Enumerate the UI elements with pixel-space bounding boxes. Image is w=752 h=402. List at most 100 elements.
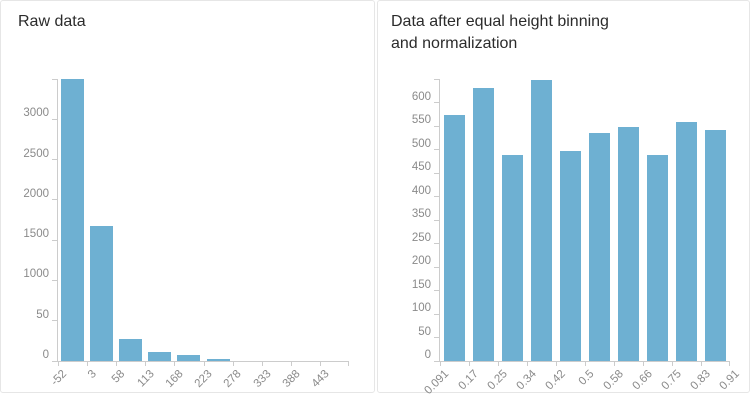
x-tick-label: 0.34 bbox=[514, 368, 539, 393]
x-tick-label: 113 bbox=[135, 368, 157, 390]
x-tick-mark bbox=[701, 361, 702, 366]
y-tick-label: 100 bbox=[411, 302, 431, 315]
x-tick-mark bbox=[498, 361, 499, 366]
y-tick-mark bbox=[434, 266, 440, 268]
x-tick-label: 3 bbox=[85, 368, 99, 382]
x-tick-mark bbox=[348, 361, 349, 366]
y-tick-mark bbox=[52, 118, 58, 120]
x-tick-mark bbox=[319, 361, 321, 366]
x-tick-mark bbox=[729, 361, 730, 366]
x-tick-mark bbox=[87, 361, 89, 366]
x-tick-label: 0.091 bbox=[422, 368, 452, 397]
y-tick-label: 200 bbox=[411, 255, 431, 268]
x-tick-mark bbox=[556, 361, 557, 366]
bar bbox=[119, 339, 143, 361]
x-tick-label: 223 bbox=[192, 368, 215, 391]
bar bbox=[531, 80, 552, 361]
y-tick-mark bbox=[52, 199, 58, 201]
y-tick-mark bbox=[52, 159, 58, 161]
y-axis-top-tick-mark bbox=[434, 79, 440, 80]
y-tick-label: 450 bbox=[411, 161, 431, 174]
bar bbox=[647, 155, 668, 361]
chart-title-raw-line1: Raw data bbox=[18, 13, 86, 30]
y-tick-mark bbox=[434, 337, 440, 339]
x-tick-mark bbox=[469, 361, 470, 366]
x-tick-mark bbox=[527, 361, 528, 366]
y-tick-label: 2000 bbox=[23, 187, 49, 200]
plot-area-raw: 0 50 1000 1500 2000 2500 3000 -52 3 58 113 168 223 27… bbox=[23, 79, 349, 390]
y-tick-mark bbox=[434, 360, 440, 362]
x-tick-label: 0.17 bbox=[456, 368, 481, 393]
x-tick-label: 0.58 bbox=[601, 368, 626, 393]
x-tick-mark bbox=[58, 361, 59, 366]
y-tick-label: 150 bbox=[411, 278, 431, 291]
bar bbox=[206, 359, 230, 361]
bar bbox=[589, 133, 610, 361]
y-tick-mark bbox=[434, 125, 440, 127]
y-tick-mark bbox=[434, 313, 440, 315]
y-tick-mark bbox=[434, 290, 440, 292]
x-tick-mark bbox=[672, 361, 673, 366]
y-tick-label: 1000 bbox=[23, 268, 49, 281]
y-tick-mark bbox=[434, 172, 440, 174]
y-tick-label: 400 bbox=[411, 184, 431, 197]
y-axis-top-tick-mark bbox=[52, 79, 58, 80]
y-tick-mark bbox=[434, 196, 440, 198]
x-tick-label: 278 bbox=[222, 368, 245, 391]
x-tick-mark bbox=[203, 361, 205, 366]
x-tick-mark bbox=[290, 361, 292, 366]
bar bbox=[90, 226, 114, 361]
y-tick-label: 500 bbox=[411, 137, 431, 150]
y-tick-label: 1500 bbox=[23, 228, 49, 241]
bar bbox=[705, 130, 726, 361]
y-tick-label: 600 bbox=[411, 90, 431, 103]
y-tick-label: 50 bbox=[36, 308, 49, 321]
bar bbox=[177, 355, 201, 361]
y-tick-mark bbox=[434, 219, 440, 221]
y-tick-mark bbox=[434, 149, 440, 151]
bar bbox=[148, 352, 172, 361]
x-tick-mark bbox=[440, 361, 441, 366]
y-tick-mark bbox=[434, 102, 440, 104]
x-tick-mark bbox=[116, 361, 118, 366]
bar bbox=[618, 127, 639, 361]
x-tick-label: 0.83 bbox=[688, 368, 713, 393]
chart-title-raw: Raw data bbox=[18, 11, 86, 33]
panel-binned-data: Data after equal height binning and norm… bbox=[377, 0, 750, 397]
x-tick-label: 388 bbox=[280, 368, 303, 391]
x-tick-label: 443 bbox=[309, 368, 332, 391]
x-tick-mark bbox=[174, 361, 176, 366]
y-tick-mark bbox=[52, 360, 58, 362]
chart-title-binned: Data after equal height binning and norm… bbox=[391, 11, 609, 55]
bar bbox=[444, 115, 465, 361]
y-tick-label: 250 bbox=[411, 231, 431, 244]
x-tick-label: 0.25 bbox=[485, 368, 510, 393]
x-tick-label: 168 bbox=[163, 368, 186, 391]
x-tick-label: 0.5 bbox=[576, 368, 597, 388]
y-tick-label: 0 bbox=[424, 349, 431, 361]
panel-raw-data: Raw data 0 50 1000 1500 2000 2500 3000 -52 3 58 11… bbox=[0, 0, 375, 393]
x-tick-mark bbox=[585, 361, 586, 366]
bar bbox=[502, 155, 523, 361]
x-tick-mark bbox=[261, 361, 263, 366]
y-tick-mark bbox=[52, 279, 58, 281]
y-tick-label: 550 bbox=[411, 114, 431, 127]
plot-area-binned: 0 50 100 150 200 250 350 400 450 500 550 600 0.091 0.… bbox=[412, 79, 741, 397]
y-tick-label: 3000 bbox=[23, 107, 49, 120]
chart-title-binned-line2: and normalization bbox=[391, 35, 518, 52]
y-tick-label: 2500 bbox=[23, 147, 49, 160]
x-tick-label: 58 bbox=[110, 368, 128, 386]
x-tick-label: 0.42 bbox=[543, 368, 568, 393]
x-tick-label: 0.91 bbox=[717, 368, 742, 393]
bar bbox=[560, 151, 581, 361]
x-tick-mark bbox=[643, 361, 644, 366]
x-tick-label: -52 bbox=[49, 368, 70, 389]
y-tick-label: 0 bbox=[42, 349, 49, 361]
x-tick-mark bbox=[614, 361, 615, 366]
x-tick-label: 333 bbox=[251, 368, 274, 391]
chart-title-binned-line1: Data after equal height binning bbox=[391, 13, 609, 30]
y-tick-mark bbox=[52, 320, 58, 322]
x-tick-mark bbox=[145, 361, 147, 366]
y-tick-label: 350 bbox=[411, 208, 431, 221]
